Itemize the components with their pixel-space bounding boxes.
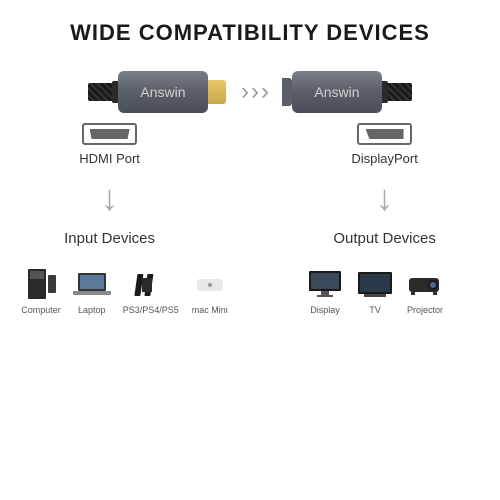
device-computer: Computer	[21, 267, 61, 315]
device-tv: TV	[356, 267, 394, 315]
input-devices-grid: Computer Laptop	[21, 267, 229, 315]
input-devices-column: Computer Laptop	[15, 267, 235, 315]
device-projector: Projector	[406, 267, 444, 315]
device-label: Computer	[21, 305, 61, 315]
ports-row: HDMI Port ↓ Input Devices DisplayPort ↓ …	[15, 123, 485, 259]
output-section-label: Output Devices	[333, 230, 436, 247]
display-icon	[306, 267, 344, 301]
playstation-icon	[132, 267, 170, 301]
tv-icon	[356, 267, 394, 301]
device-display: Display	[306, 267, 344, 315]
device-label: TV	[369, 305, 381, 315]
dp-connector: Answin	[284, 71, 412, 113]
device-label: Laptop	[78, 305, 106, 315]
down-arrow-icon: ↓	[101, 180, 119, 216]
input-section-label: Input Devices	[64, 230, 155, 247]
dp-tip	[282, 78, 292, 106]
projector-icon	[406, 267, 444, 301]
hdmi-port-label: HDMI Port	[79, 151, 140, 166]
hdmi-connector: Answin	[88, 71, 226, 113]
connector-body-left: Answin	[118, 71, 208, 113]
dp-port-group: DisplayPort ↓ Output Devices	[333, 123, 436, 259]
page-title: WIDE COMPATIBILITY DEVICES	[70, 20, 430, 46]
computer-icon	[22, 267, 60, 301]
device-label: PS3/PS4/PS5	[123, 305, 179, 315]
device-laptop: Laptop	[73, 267, 111, 315]
hdmi-port-icon	[82, 123, 137, 145]
device-mac-mini: mac Mini	[191, 267, 229, 315]
connector-body-right: Answin	[292, 71, 382, 113]
laptop-icon	[73, 267, 111, 301]
device-ps: PS3/PS4/PS5	[123, 267, 179, 315]
device-label: Display	[310, 305, 340, 315]
dp-port-label: DisplayPort	[351, 151, 417, 166]
hdmi-port-group: HDMI Port ↓ Input Devices	[64, 123, 155, 259]
output-devices-column: Display TV	[265, 267, 485, 315]
device-label: Projector	[407, 305, 443, 315]
device-label: mac Mini	[192, 305, 228, 315]
hdmi-gold-tip	[206, 80, 226, 104]
output-devices-grid: Display TV	[306, 267, 444, 315]
down-arrow-icon: ↓	[376, 180, 394, 216]
connectors-row: Answin ››› Answin	[15, 71, 485, 113]
direction-arrows-icon: ›››	[241, 78, 269, 106]
devices-row: Computer Laptop	[15, 267, 485, 315]
dp-port-icon	[357, 123, 412, 145]
mac-mini-icon	[191, 267, 229, 301]
